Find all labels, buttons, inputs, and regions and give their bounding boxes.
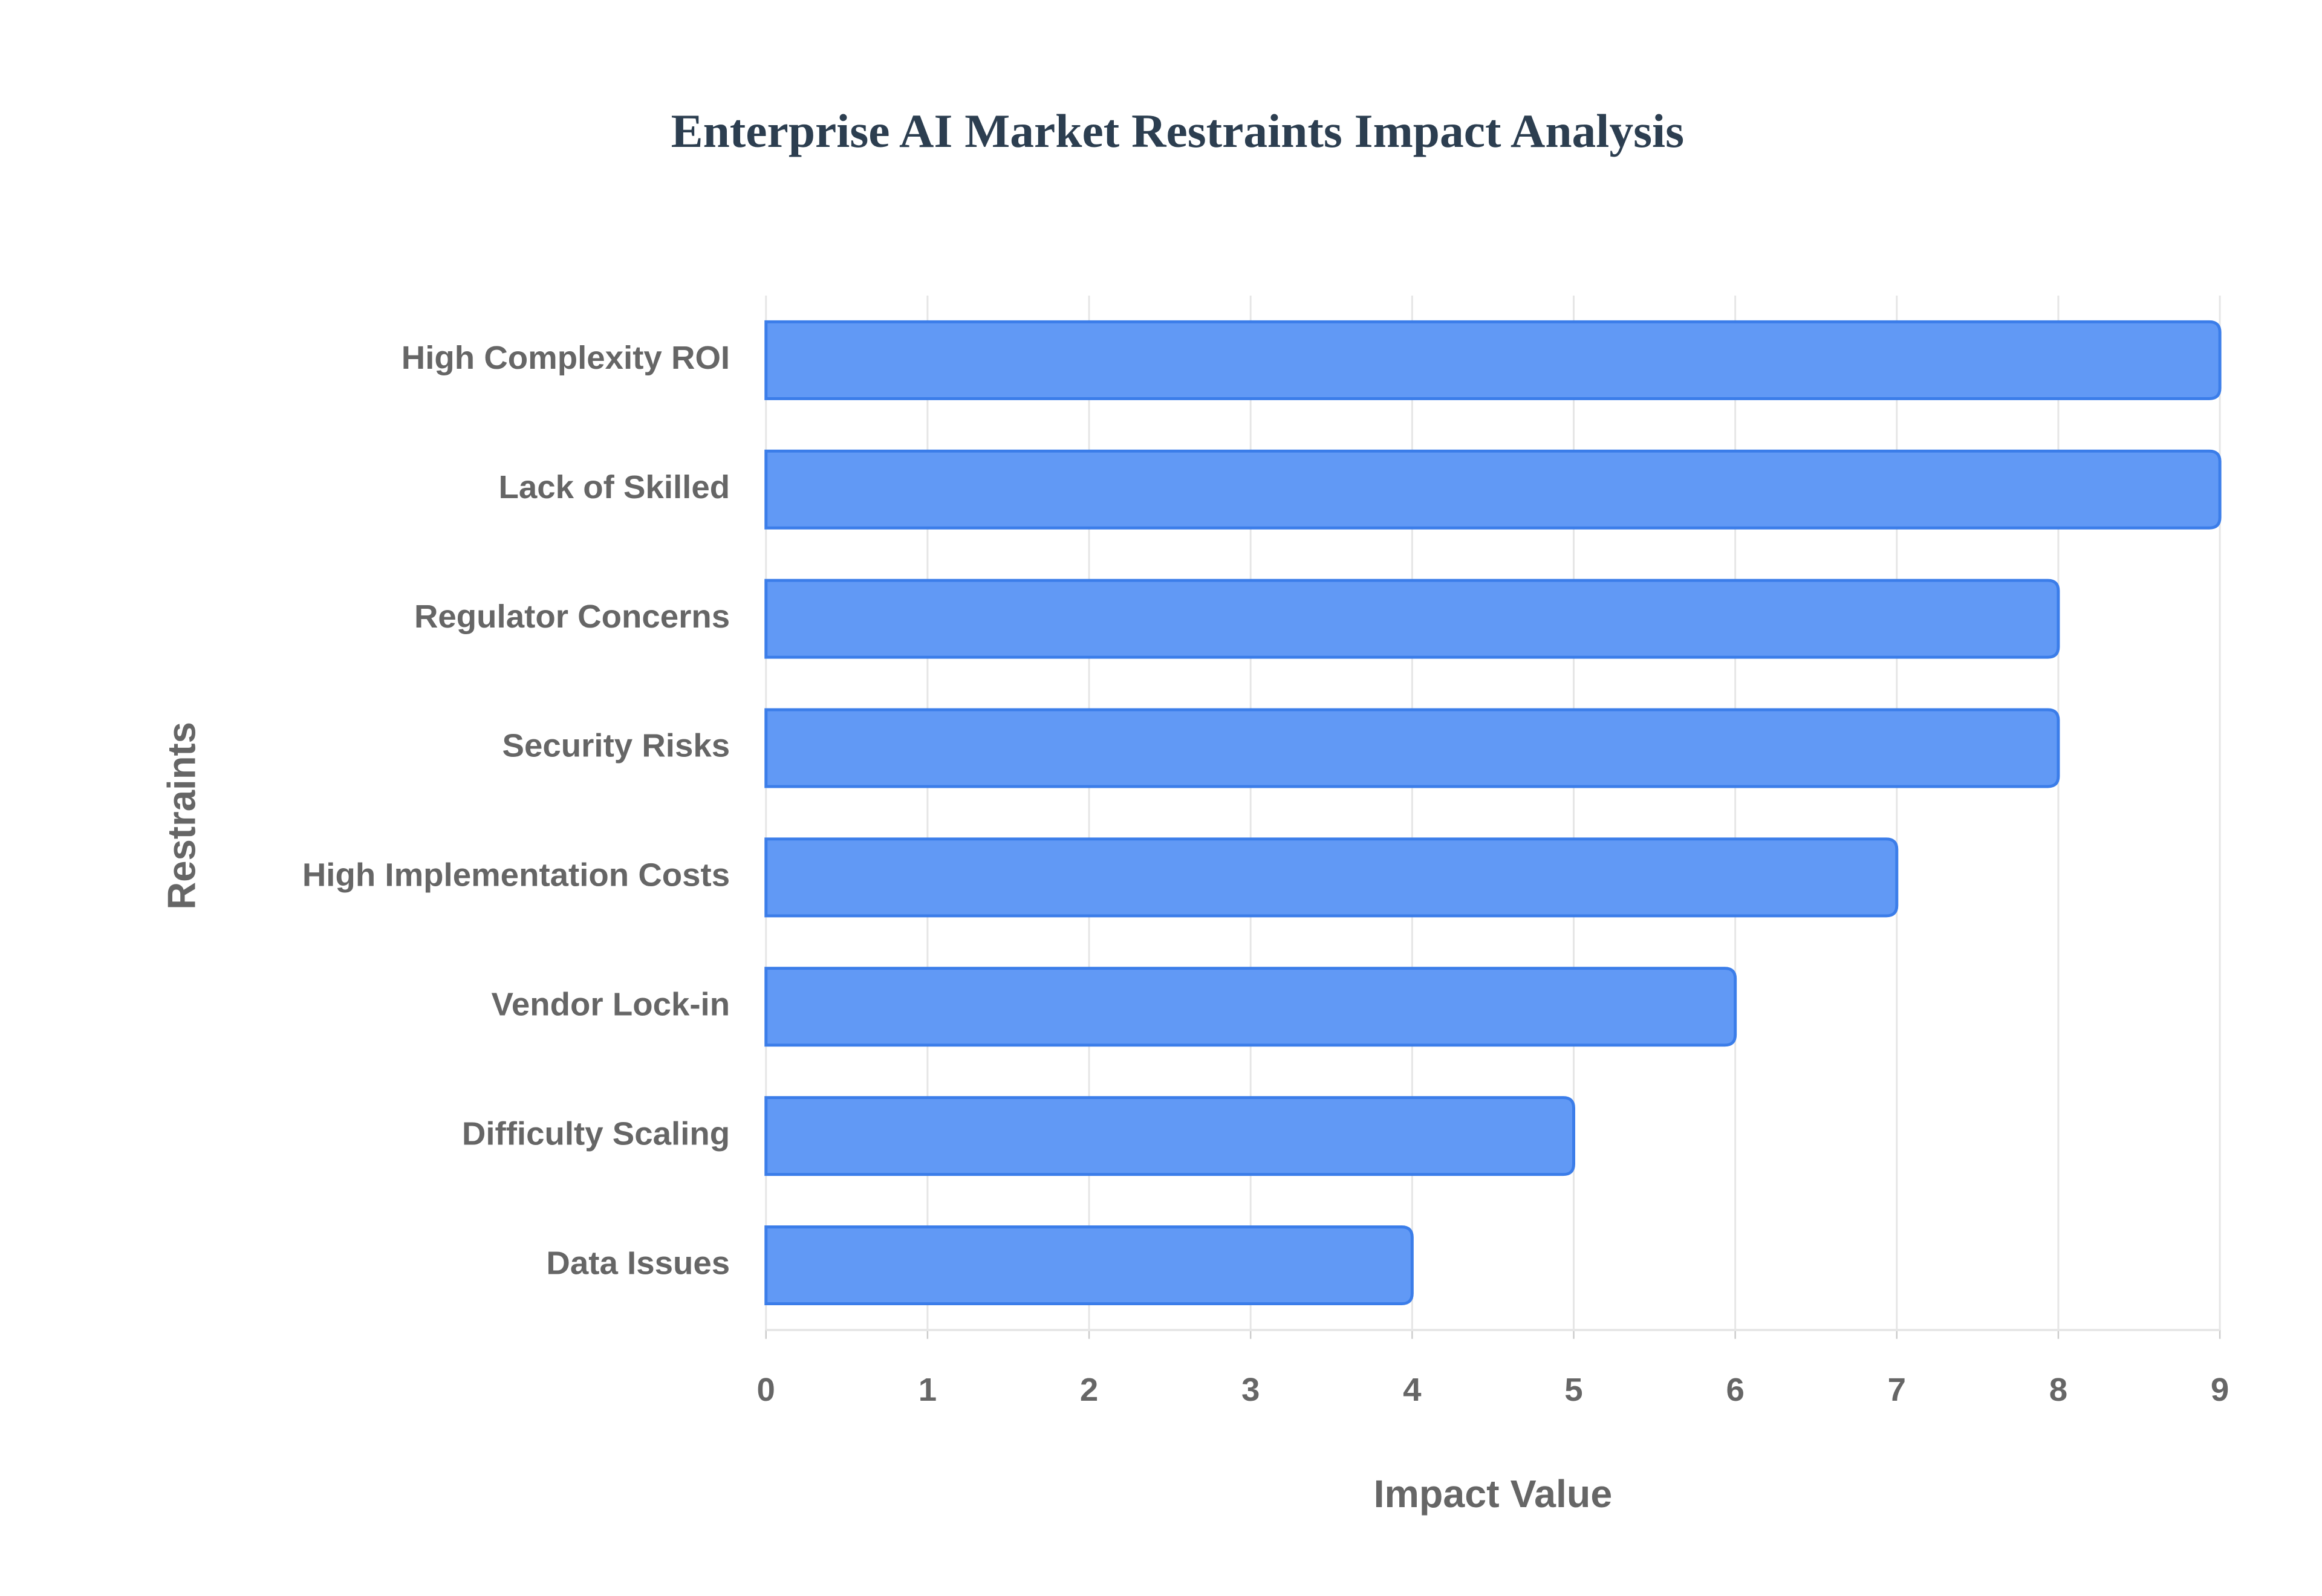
bar: [764, 579, 2060, 659]
y-tick-label: Data Issues: [546, 1245, 730, 1282]
x-tick-label: 0: [757, 1372, 775, 1408]
x-tick-label: 6: [1726, 1372, 1744, 1408]
y-tick-label: Lack of Skilled: [499, 469, 730, 505]
x-tick-label: 2: [1080, 1372, 1098, 1408]
x-tick-label: 4: [1403, 1372, 1421, 1408]
y-tick-label: Difficulty Scaling: [462, 1116, 730, 1152]
bar: [764, 1096, 1575, 1176]
x-tick-label: 1: [919, 1372, 937, 1408]
x-tick-label: 9: [2211, 1372, 2229, 1408]
y-tick-label: Regulator Concerns: [414, 598, 730, 635]
y-tick-label: Security Risks: [502, 728, 730, 764]
x-tick-label: 5: [1564, 1372, 1582, 1408]
bar: [764, 449, 2222, 530]
bar: [764, 1225, 1414, 1306]
x-axis-label: Impact Value: [1374, 1472, 1613, 1515]
y-tick-label: High Implementation Costs: [302, 857, 730, 894]
y-tick-label: High Complexity ROI: [402, 340, 730, 376]
y-axis-label: Restraints: [160, 722, 204, 910]
x-tick-label: 7: [1888, 1372, 1906, 1408]
y-tick-label: Vendor Lock-in: [491, 987, 730, 1023]
x-tick-label: 8: [2049, 1372, 2067, 1408]
bar: [764, 708, 2060, 788]
bar: [764, 320, 2222, 400]
x-tick-label: 3: [1241, 1372, 1260, 1408]
chart-title: Enterprise AI Market Restraints Impact A…: [671, 105, 1684, 157]
bar: [764, 837, 1899, 918]
bar: [764, 967, 1737, 1047]
